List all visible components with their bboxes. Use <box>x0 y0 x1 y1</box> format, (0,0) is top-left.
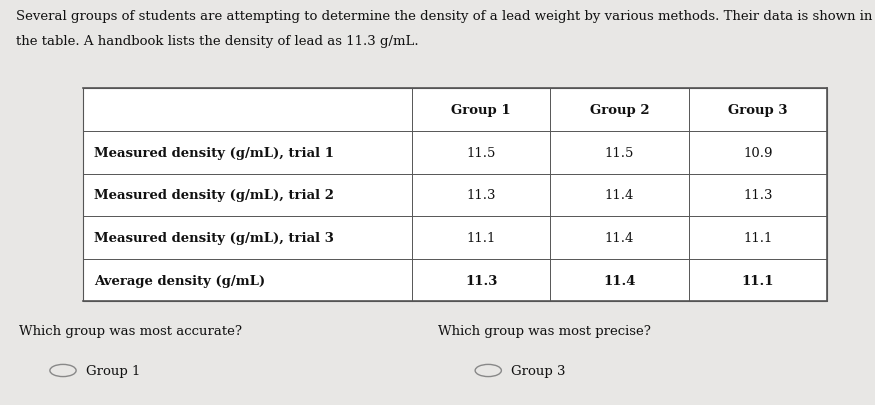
Text: Group 1: Group 1 <box>452 104 511 117</box>
Text: 11.3: 11.3 <box>465 274 497 287</box>
FancyBboxPatch shape <box>83 89 827 302</box>
Text: Group 2: Group 2 <box>590 104 649 117</box>
Text: 11.1: 11.1 <box>741 274 774 287</box>
Text: 11.3: 11.3 <box>743 189 773 202</box>
Text: Several groups of students are attempting to determine the density of a lead wei: Several groups of students are attemptin… <box>16 10 872 23</box>
Text: 11.3: 11.3 <box>466 189 496 202</box>
Text: 11.4: 11.4 <box>605 231 634 245</box>
Text: Measured density (g/mL), trial 3: Measured density (g/mL), trial 3 <box>94 231 333 245</box>
Text: Group 3: Group 3 <box>511 364 565 377</box>
Text: 10.9: 10.9 <box>743 146 773 160</box>
Text: Which group was most precise?: Which group was most precise? <box>438 324 650 337</box>
Text: 11.5: 11.5 <box>605 146 634 160</box>
Text: Group 3: Group 3 <box>728 104 788 117</box>
Text: 11.1: 11.1 <box>743 231 773 245</box>
Text: 11.4: 11.4 <box>605 189 634 202</box>
Circle shape <box>50 364 76 377</box>
Text: Average density (g/mL): Average density (g/mL) <box>94 274 265 287</box>
Text: Measured density (g/mL), trial 1: Measured density (g/mL), trial 1 <box>94 146 333 160</box>
Text: 11.4: 11.4 <box>603 274 636 287</box>
Text: 11.1: 11.1 <box>466 231 496 245</box>
Circle shape <box>475 364 501 377</box>
Text: Group 1: Group 1 <box>86 364 140 377</box>
Text: the table. A handbook lists the density of lead as 11.3 g/mL.: the table. A handbook lists the density … <box>16 34 418 47</box>
Text: Measured density (g/mL), trial 2: Measured density (g/mL), trial 2 <box>94 189 333 202</box>
Text: 11.5: 11.5 <box>466 146 496 160</box>
Text: Which group was most accurate?: Which group was most accurate? <box>19 324 242 337</box>
